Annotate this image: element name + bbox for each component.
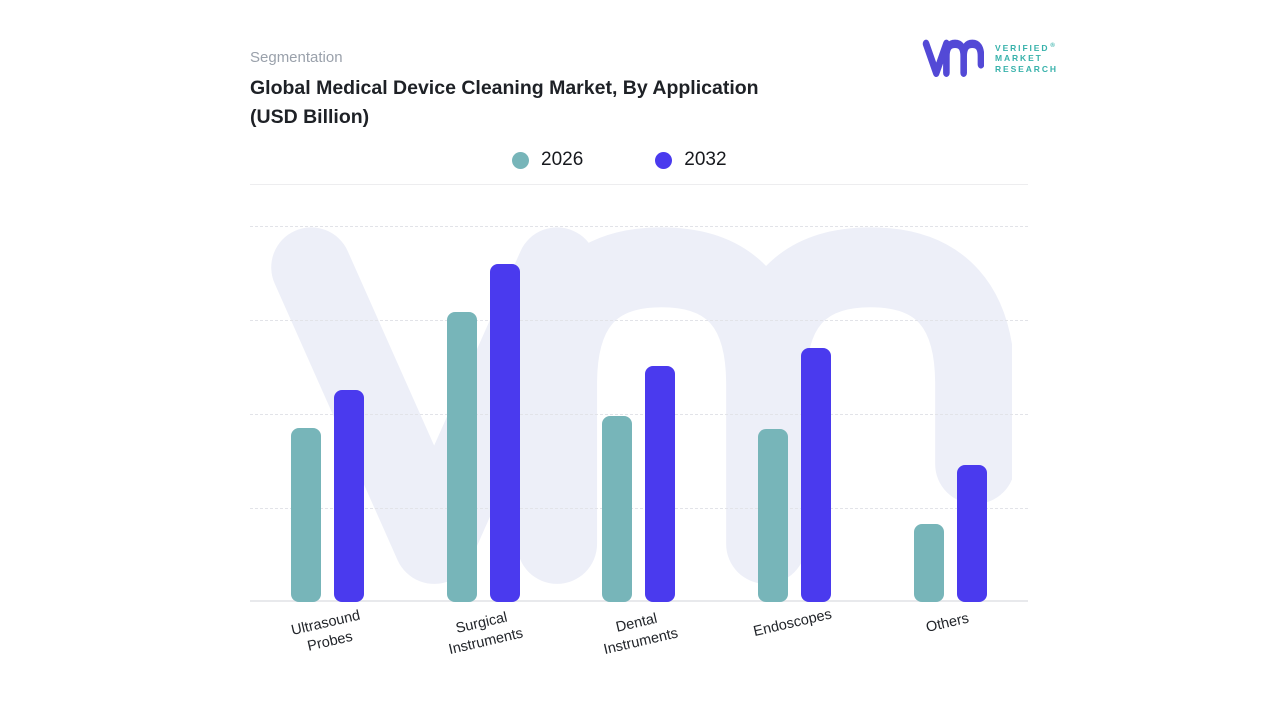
brand-word-market: MARKET xyxy=(995,53,1043,64)
bar-2026-others xyxy=(913,524,944,602)
gridline xyxy=(250,508,1028,509)
bar-group-surgical-instruments xyxy=(406,226,562,602)
legend-item-2032: 2032 xyxy=(655,149,727,171)
page-title-line-1: Global Medical Device Cleaning Market, B… xyxy=(250,77,759,99)
bar-2032-ultrasound-probes xyxy=(334,390,365,602)
registered-mark: ® xyxy=(1050,42,1055,49)
legend: 2026 2032 xyxy=(512,149,727,171)
x-axis-labels: Ultrasound Probes Surgical Instruments Denta… xyxy=(250,606,1028,659)
legend-dot-2026 xyxy=(512,151,529,169)
x-tick-dental-instruments: Dental Instruments xyxy=(561,611,717,658)
bar-groups xyxy=(250,226,1028,602)
brand-logo: VERIFIED® MARKET RESEARCH xyxy=(922,38,1058,78)
page-title-line-2: (USD Billion) xyxy=(250,106,370,128)
plot-area xyxy=(250,226,1028,602)
x-tick-ultrasound-probes: Ultrasound Probes xyxy=(250,608,406,655)
bar-2026-ultrasound-probes xyxy=(291,428,322,602)
bar-group-dental-instruments xyxy=(561,226,717,602)
x-tick-label: Surgical Instruments xyxy=(446,609,525,659)
bar-group-others xyxy=(872,226,1028,602)
brand-word-verified: VERIFIED® xyxy=(995,42,1055,53)
x-tick-label: Dental Instruments xyxy=(602,610,680,659)
x-tick-endoscopes: Endoscopes xyxy=(717,606,873,652)
legend-item-2026: 2026 xyxy=(512,149,583,171)
x-tick-surgical-instruments: Surgical Instruments xyxy=(406,610,562,659)
bar-2026-surgical-instruments xyxy=(446,312,477,602)
section-eyebrow: Segmentation xyxy=(250,49,343,66)
bar-2032-endoscopes xyxy=(801,348,832,602)
brand-word-research: RESEARCH xyxy=(995,64,1058,75)
legend-label: 2026 xyxy=(541,149,584,170)
gridline xyxy=(250,414,1028,415)
legend-label: 2032 xyxy=(684,149,727,170)
vmr-monogram-icon xyxy=(922,39,984,78)
brand-logo-text: VERIFIED® MARKET RESEARCH xyxy=(995,41,1058,76)
header-separator-line xyxy=(250,184,1028,185)
bar-group-ultrasound-probes xyxy=(250,226,406,602)
x-tick-label: Ultrasound Probes xyxy=(289,607,362,655)
bar-2026-dental-instruments xyxy=(602,416,633,602)
gridline xyxy=(250,226,1028,227)
bar-2026-endoscopes xyxy=(758,429,789,602)
bar-2032-dental-instruments xyxy=(645,366,676,602)
bar-2032-surgical-instruments xyxy=(489,264,520,602)
page-title: Global Medical Device Cleaning Market, B… xyxy=(250,74,850,132)
x-tick-label: Others xyxy=(924,610,971,636)
x-axis-baseline xyxy=(250,600,1028,602)
x-tick-others: Others xyxy=(872,611,1028,652)
legend-dot-2032 xyxy=(655,151,673,169)
x-tick-label: Endoscopes xyxy=(751,606,834,641)
gridline xyxy=(250,320,1028,321)
bar-2032-others xyxy=(956,465,987,602)
bar-group-endoscopes xyxy=(717,226,873,602)
